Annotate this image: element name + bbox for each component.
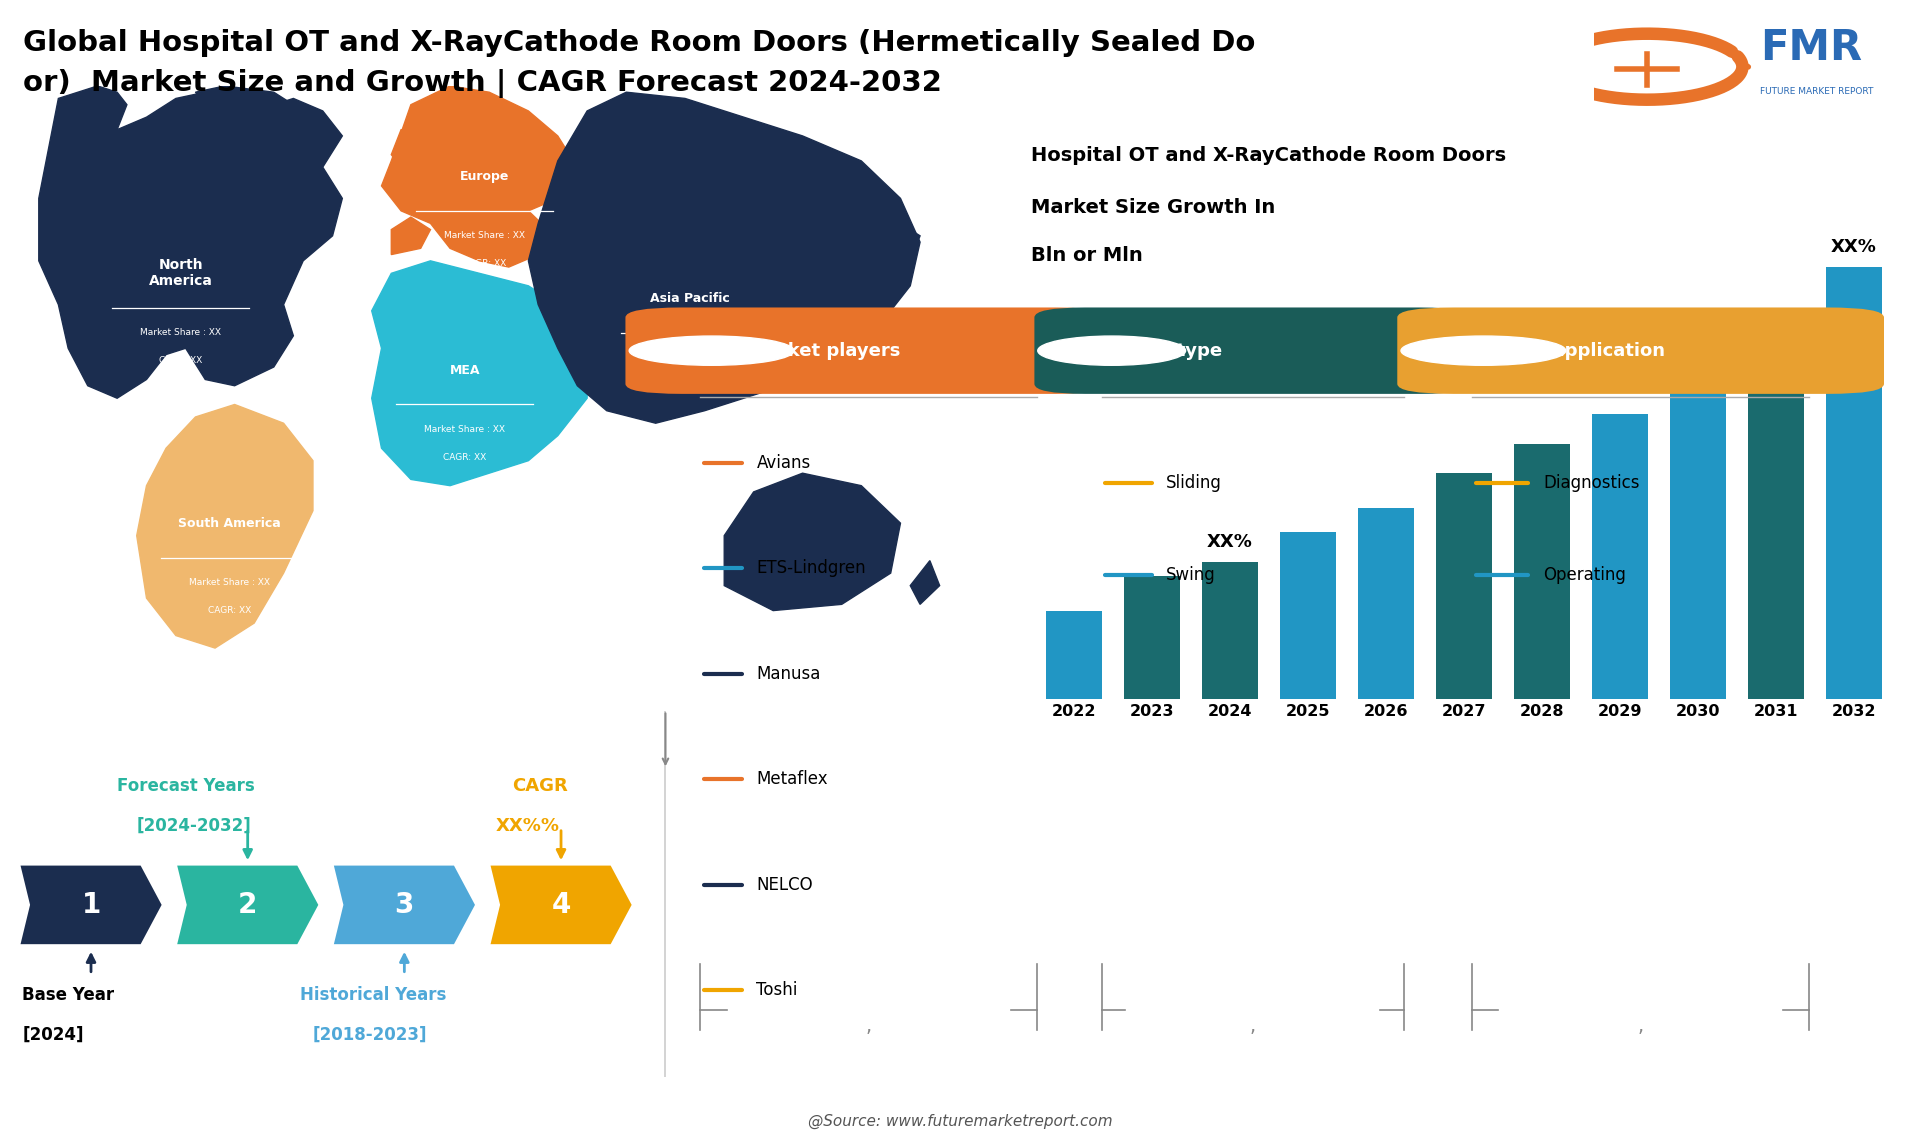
FancyBboxPatch shape <box>626 307 1112 394</box>
Text: 4: 4 <box>551 890 570 919</box>
Bar <box>1046 611 1102 699</box>
Text: Europe: Europe <box>459 170 509 183</box>
Text: Manusa: Manusa <box>756 665 822 683</box>
Polygon shape <box>38 86 342 399</box>
Bar <box>1513 444 1571 699</box>
PathPatch shape <box>332 864 476 945</box>
Text: [2024-2032]: [2024-2032] <box>136 817 252 835</box>
FancyBboxPatch shape <box>1035 307 1471 394</box>
Text: MEA: MEA <box>449 363 480 377</box>
Text: [2018-2023]: [2018-2023] <box>313 1026 428 1044</box>
Polygon shape <box>910 560 939 604</box>
Text: Market Share : XX: Market Share : XX <box>649 353 730 362</box>
Text: Hospital OT and X-RayCathode Room Doors: Hospital OT and X-RayCathode Room Doors <box>1031 147 1505 165</box>
Text: Historical Years: Historical Years <box>300 986 445 1004</box>
Text: CAGR: XX: CAGR: XX <box>463 259 507 268</box>
Text: CAGR: XX: CAGR: XX <box>444 453 486 462</box>
Text: FMR: FMR <box>1761 28 1862 69</box>
Polygon shape <box>392 217 430 254</box>
Text: Forecast Years: Forecast Years <box>117 777 255 795</box>
Text: 3: 3 <box>396 890 415 919</box>
Circle shape <box>1037 336 1187 366</box>
Polygon shape <box>724 473 900 611</box>
Text: Global Hospital OT and X-RayCathode Room Doors (Hermetically Sealed Do: Global Hospital OT and X-RayCathode Room… <box>23 29 1256 56</box>
Text: 2: 2 <box>238 890 257 919</box>
Circle shape <box>630 336 795 366</box>
Text: CAGR: XX: CAGR: XX <box>207 606 252 615</box>
Polygon shape <box>136 405 313 649</box>
Text: Market Share : XX: Market Share : XX <box>140 328 221 337</box>
Text: FUTURE MARKET REPORT: FUTURE MARKET REPORT <box>1761 87 1874 96</box>
Text: Market Share : XX: Market Share : XX <box>424 425 505 434</box>
Text: Market Size Growth In: Market Size Growth In <box>1031 198 1275 217</box>
Text: By application: By application <box>1521 342 1665 360</box>
Bar <box>1202 562 1258 699</box>
Circle shape <box>1402 336 1567 366</box>
Text: ,: , <box>1638 1018 1644 1036</box>
PathPatch shape <box>177 864 319 945</box>
Text: XX%: XX% <box>1208 533 1254 551</box>
Polygon shape <box>881 223 920 267</box>
Polygon shape <box>392 129 420 167</box>
Bar <box>1436 473 1492 699</box>
Bar <box>1281 532 1336 699</box>
Text: Diagnostics: Diagnostics <box>1544 473 1640 492</box>
Polygon shape <box>528 92 920 423</box>
Text: North
America: North America <box>150 258 213 289</box>
Text: XX%: XX% <box>1832 238 1878 257</box>
FancyBboxPatch shape <box>1398 307 1884 394</box>
Text: [2024]: [2024] <box>23 1026 84 1044</box>
Polygon shape <box>372 261 588 486</box>
Text: Asia Pacific: Asia Pacific <box>651 292 730 305</box>
Text: Swing: Swing <box>1165 566 1215 584</box>
Bar <box>1357 508 1413 699</box>
Text: @Source: www.futuremarketreport.com: @Source: www.futuremarketreport.com <box>808 1114 1112 1129</box>
Polygon shape <box>382 86 578 267</box>
Text: Market Share : XX: Market Share : XX <box>444 231 524 241</box>
Bar <box>1826 267 1882 699</box>
Text: Market players: Market players <box>749 342 900 360</box>
Text: or)  Market Size and Growth | CAGR Forecast 2024-2032: or) Market Size and Growth | CAGR Foreca… <box>23 69 943 97</box>
Text: CAGR: XX: CAGR: XX <box>159 356 202 366</box>
Text: Avians: Avians <box>756 454 810 472</box>
Text: Metaflex: Metaflex <box>756 770 828 788</box>
Bar <box>1670 370 1726 699</box>
Text: Market Share : XX: Market Share : XX <box>190 578 271 587</box>
Text: CAGR: CAGR <box>513 777 568 795</box>
Text: Base Year: Base Year <box>23 986 115 1004</box>
Text: By type: By type <box>1144 342 1223 360</box>
Text: 1: 1 <box>81 890 100 919</box>
Text: South America: South America <box>179 517 280 529</box>
Bar <box>1592 415 1647 699</box>
Text: NELCO: NELCO <box>756 876 812 894</box>
Polygon shape <box>196 86 294 117</box>
Text: ,: , <box>866 1018 872 1036</box>
PathPatch shape <box>19 864 163 945</box>
Text: Sliding: Sliding <box>1165 473 1221 492</box>
Text: Toshi: Toshi <box>756 981 799 999</box>
Text: Bln or Mln: Bln or Mln <box>1031 245 1142 265</box>
Text: CAGR: XX: CAGR: XX <box>668 382 712 391</box>
Text: Operating: Operating <box>1544 566 1626 584</box>
Text: ,: , <box>1250 1018 1256 1036</box>
Bar <box>1123 576 1181 699</box>
Bar <box>1747 331 1805 699</box>
PathPatch shape <box>490 864 634 945</box>
Text: ETS-Lindgren: ETS-Lindgren <box>756 559 866 578</box>
Text: XX%%: XX%% <box>495 817 561 835</box>
